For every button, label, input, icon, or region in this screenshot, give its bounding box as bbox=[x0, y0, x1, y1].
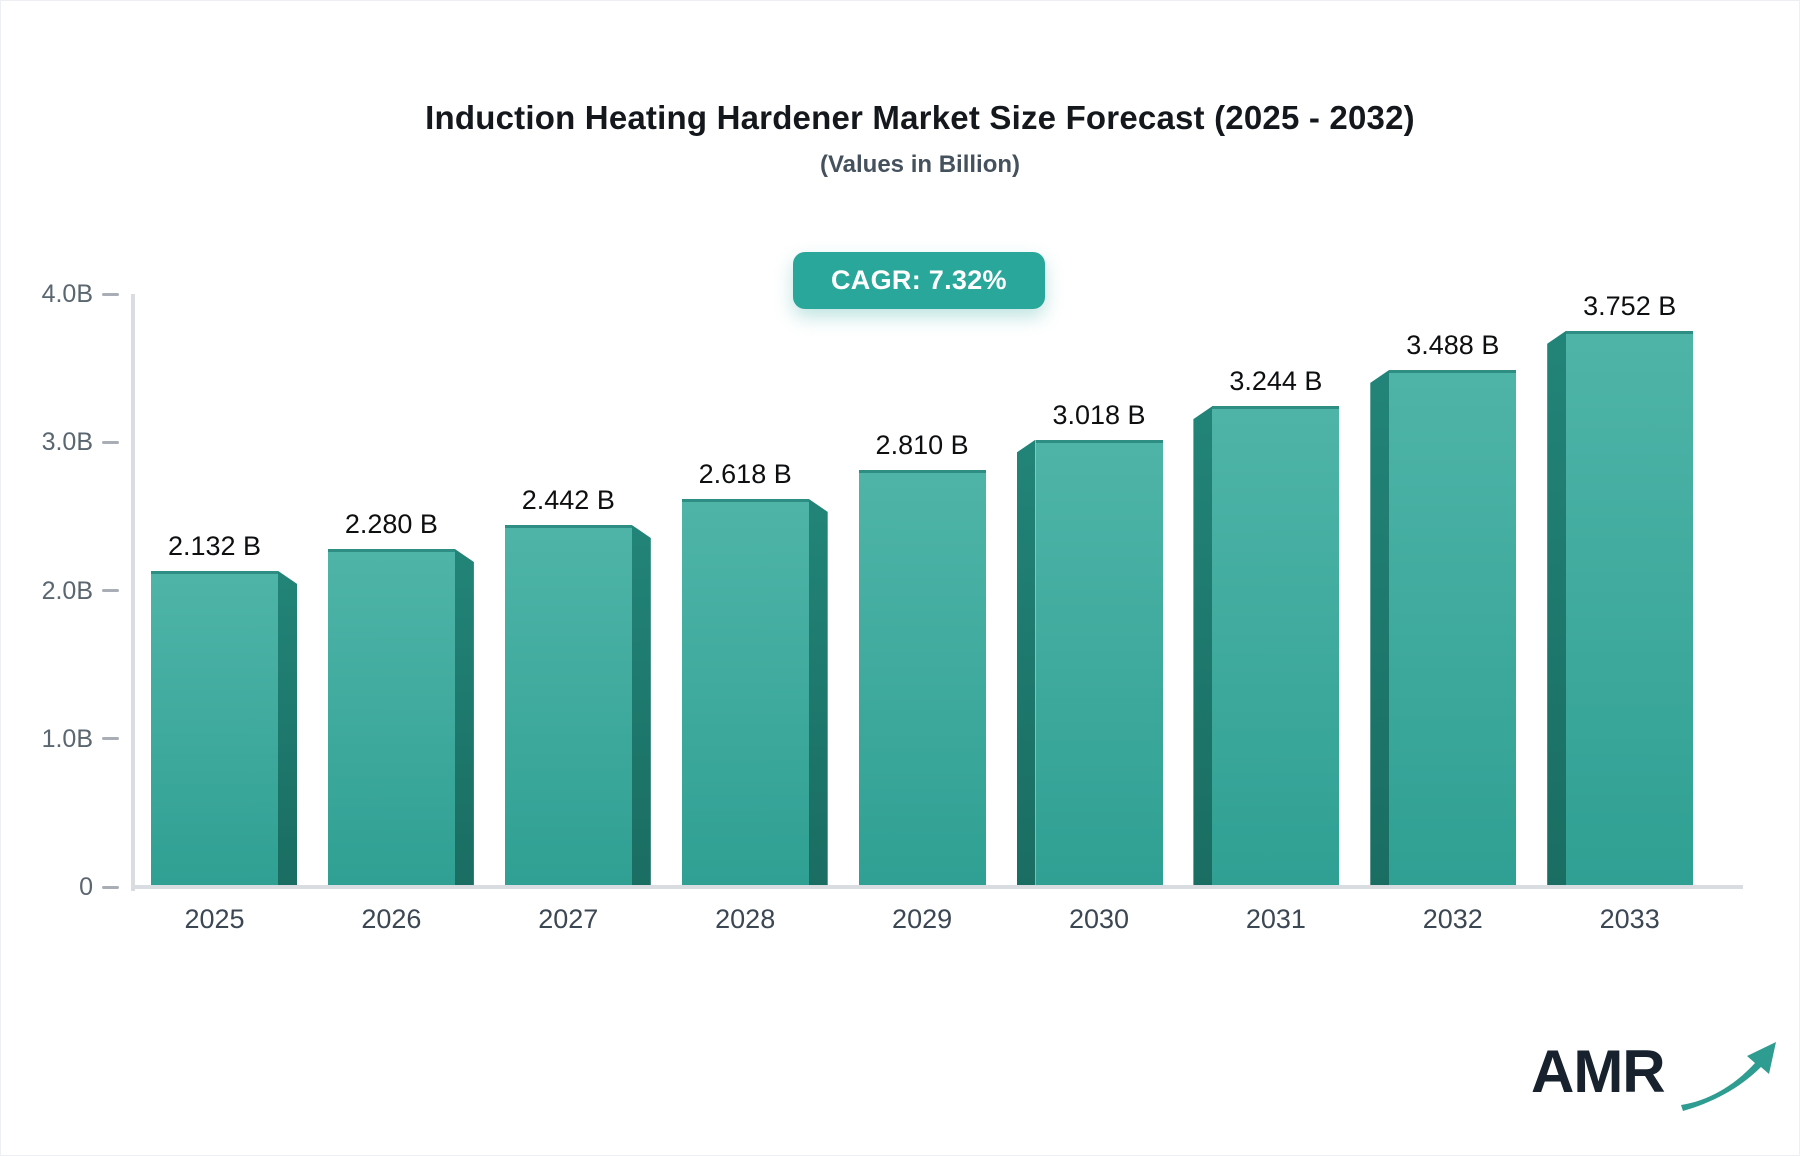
bar-value-label: 3.018 B bbox=[1052, 399, 1146, 430]
bar-3d-side bbox=[1547, 330, 1567, 887]
bar-2029[interactable] bbox=[858, 470, 986, 887]
y-axis-tick-label: 0 bbox=[79, 873, 93, 901]
bar-2026[interactable] bbox=[327, 548, 455, 887]
x-axis-label: 2031 bbox=[1245, 904, 1306, 934]
bar-2028[interactable] bbox=[681, 498, 809, 887]
x-axis-label: 2032 bbox=[1422, 904, 1483, 934]
y-axis-tick-label: 4.0B bbox=[41, 280, 93, 308]
bar-3d-side bbox=[1016, 439, 1036, 887]
amr-logo: AMR bbox=[1521, 1025, 1776, 1125]
bar-2030[interactable] bbox=[1035, 439, 1163, 887]
x-axis-label: 2030 bbox=[1068, 904, 1130, 934]
y-axis-tick-label: 2.0B bbox=[41, 576, 93, 605]
bar-value-label: 2.618 B bbox=[698, 458, 792, 489]
bar-2025[interactable] bbox=[151, 570, 278, 887]
cagr-badge: CAGR: 7.32% bbox=[793, 252, 1045, 309]
y-axis-tick-label: 3.0B bbox=[41, 428, 93, 457]
bar-value-label: 3.488 B bbox=[1406, 329, 1500, 360]
x-axis-label: 2025 bbox=[184, 904, 245, 934]
bar-2031[interactable] bbox=[1212, 406, 1340, 887]
y-axis-tick-mark bbox=[102, 589, 119, 592]
x-axis-baseline bbox=[131, 885, 1743, 889]
y-axis-tick-mark bbox=[102, 440, 119, 444]
bar-2032[interactable] bbox=[1389, 369, 1517, 887]
bar-3d-side bbox=[1193, 406, 1213, 887]
y-axis-tick-mark bbox=[102, 885, 119, 889]
bar-value-label: 3.244 B bbox=[1229, 366, 1323, 397]
bar-3d-side bbox=[631, 524, 651, 887]
bar-value-label: 3.752 B bbox=[1583, 290, 1677, 321]
chart-subtitle: (Values in Billion) bbox=[819, 151, 1021, 178]
growth-arrow-icon bbox=[1681, 1042, 1776, 1111]
x-axis-label: 2033 bbox=[1599, 904, 1660, 934]
y-axis-tick-label: 1.0B bbox=[41, 724, 93, 753]
y-axis-tick-mark bbox=[102, 737, 119, 741]
bar-3d-side bbox=[454, 548, 474, 887]
bar-value-label: 2.132 B bbox=[167, 530, 262, 561]
bar-3d-side bbox=[278, 570, 297, 887]
x-axis-label: 2029 bbox=[892, 904, 953, 934]
bar-2033[interactable] bbox=[1566, 330, 1694, 887]
bar-value-label: 2.810 B bbox=[875, 430, 969, 461]
x-axis-label: 2026 bbox=[361, 904, 422, 934]
bar-3d-side bbox=[1370, 369, 1390, 887]
bar-value-label: 2.442 B bbox=[521, 484, 615, 515]
y-axis-tick-mark bbox=[102, 292, 119, 296]
x-axis-label: 2028 bbox=[715, 904, 776, 934]
x-axis-label: 2027 bbox=[538, 904, 599, 934]
bar-value-label: 2.280 B bbox=[344, 508, 438, 539]
amr-logo-text: AMR bbox=[1531, 1038, 1666, 1105]
chart-title: Induction Heating Hardener Market Size F… bbox=[425, 99, 1415, 136]
bar-3d-side bbox=[808, 498, 828, 887]
y-axis-line bbox=[131, 294, 135, 891]
bar-2027[interactable] bbox=[504, 524, 632, 887]
